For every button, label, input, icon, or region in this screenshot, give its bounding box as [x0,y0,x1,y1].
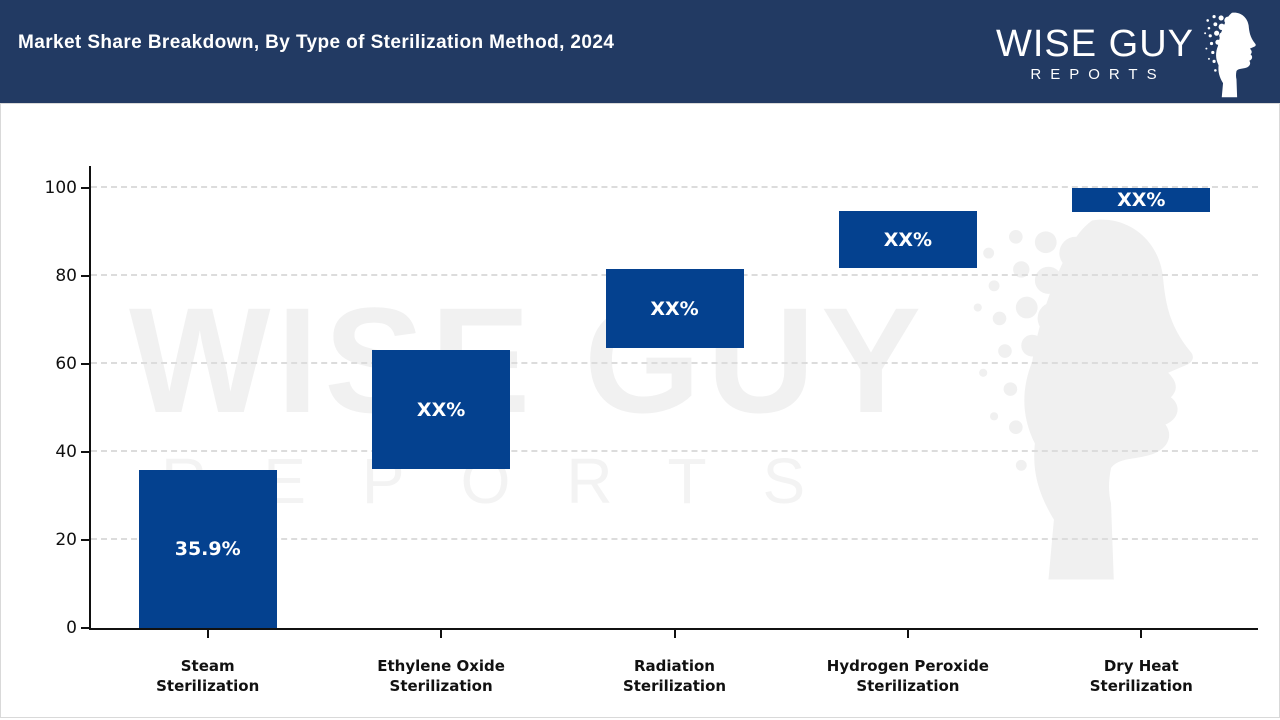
bar-ethylene-oxide-sterilization: XX% [372,349,511,470]
bar-value-label-dry-heat-sterilization: XX% [1117,189,1166,212]
watermark-name-text: WISE GUY [129,276,928,444]
x-category-label-hydrogen-peroxide-sterilization: Hydrogen Peroxide Sterilization [826,657,989,695]
y-tick-label-100: 100 [44,178,77,198]
bar-value-label-hydrogen-peroxide-sterilization: XX% [883,228,933,251]
logo-head-icon [1204,12,1256,98]
x-category-label-ethylene-oxide-sterilization: Ethylene Oxide Sterilization [377,657,505,695]
logo-wordmark: WISE GUY REPORTS [996,24,1194,83]
chart-title: Market Share Breakdown, By Type of Steri… [18,32,615,53]
x-tick-radiation-sterilization [673,630,676,638]
gridline-60 [91,362,1258,364]
y-tick-label-80: 80 [55,266,77,286]
x-tick-ethylene-oxide-sterilization [440,630,443,638]
gridline-100 [91,186,1258,188]
y-tick-label-40: 40 [55,442,77,462]
bar-radiation-sterilization: XX% [605,269,744,349]
x-tick-steam-sterilization [206,630,209,638]
x-tick-hydrogen-peroxide-sterilization [906,630,909,638]
y-tick-0 [81,627,89,629]
y-tick-label-20: 20 [55,530,77,550]
bar-value-label-radiation-sterilization: XX% [650,297,699,320]
y-tick-100 [81,187,89,189]
y-tick-60 [81,363,89,366]
bar-steam-sterilization: 35.9% [138,470,277,628]
gridline-40 [91,450,1258,452]
x-category-label-radiation-sterilization: Radiation Sterilization [622,657,727,695]
y-tick-20 [81,539,89,541]
y-tick-40 [81,451,89,453]
bar-hydrogen-peroxide-sterilization: XX% [838,210,977,269]
chart-card: WISE GUY REPORTS 0 20 40 60 80 100 35.9% Steam S… [0,103,1280,718]
bar-dry-heat-sterilization: XX% [1072,188,1211,213]
bar-value-label-steam-sterilization: 35.9% [174,538,241,561]
gridline-20 [91,538,1258,540]
x-category-label-dry-heat-sterilization: Dry Heat Sterilization [1089,657,1193,695]
wise-guy-logo: WISE GUY REPORTS [996,6,1266,98]
logo-reports-text: REPORTS [1030,66,1166,83]
x-category-label-steam-sterilization: Steam Sterilization [156,657,260,695]
bar-value-label-ethylene-oxide-sterilization: XX% [416,398,466,421]
header: Market Share Breakdown, By Type of Steri… [0,0,1280,103]
y-tick-80 [81,275,89,277]
x-tick-dry-heat-sterilization [1140,630,1143,638]
plot-area: 0 20 40 60 80 100 35.9% Steam Sterilization XX% Et… [45,166,1258,695]
y-tick-label-0: 0 [66,618,77,638]
logo-name-text: WISE GUY [995,23,1194,65]
y-tick-label-60: 60 [55,354,77,375]
